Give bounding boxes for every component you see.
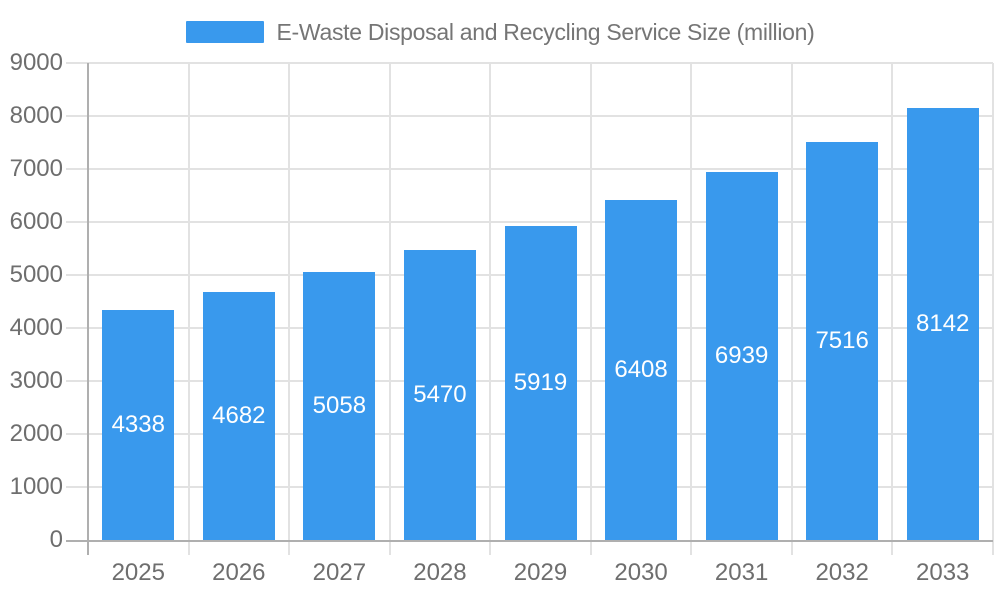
bar-value-label: 8142: [916, 310, 970, 338]
gridline-v: [992, 63, 994, 555]
gridline-v: [187, 63, 190, 555]
gridline-h: [66, 221, 993, 223]
x-tick-label: 2027: [312, 559, 367, 586]
gridline-v: [589, 63, 592, 555]
x-tick-label: 2026: [212, 559, 266, 586]
y-tick-label: 4000: [9, 314, 63, 341]
y-tick-label: 1000: [9, 473, 63, 500]
bar[interactable]: [403, 250, 476, 540]
legend-swatch-icon[interactable]: [185, 21, 264, 43]
bar[interactable]: [202, 291, 275, 540]
bar[interactable]: [605, 200, 678, 540]
gridline-v: [388, 63, 391, 555]
x-axis-line: [66, 540, 993, 542]
bar[interactable]: [303, 271, 376, 540]
y-tick-label: 0: [49, 526, 63, 553]
bar-value-label: 5470: [413, 381, 467, 409]
bar-value-label: 5058: [312, 391, 367, 419]
bar-value-label: 4338: [111, 411, 165, 439]
gridline-v: [891, 63, 894, 555]
x-tick-label: 2032: [815, 559, 869, 586]
y-tick-label: 8000: [9, 102, 63, 129]
y-tick-label: 6000: [9, 208, 63, 235]
bar-value-label: 7516: [815, 326, 869, 354]
gridline-h: [66, 62, 993, 64]
bar-value-label: 4682: [212, 401, 266, 429]
bar-value-label: 5919: [513, 369, 568, 397]
x-tick-label: 2028: [413, 559, 467, 586]
bar[interactable]: [705, 172, 778, 540]
gridline-h: [66, 168, 993, 170]
x-tick-label: 2029: [513, 559, 568, 586]
x-tick-label: 2031: [714, 559, 769, 586]
x-tick-label: 2025: [111, 559, 165, 586]
bar[interactable]: [906, 108, 979, 540]
y-tick-label: 7000: [9, 155, 63, 182]
gridline-h: [66, 115, 993, 117]
bar-value-label: 6408: [614, 356, 668, 384]
y-axis-line: [87, 63, 89, 555]
bar[interactable]: [806, 141, 879, 540]
gridline-v: [489, 63, 492, 555]
legend-label[interactable]: E-Waste Disposal and Recycling Service S…: [276, 18, 815, 45]
legend: E-Waste Disposal and Recycling Service S…: [0, 16, 1000, 48]
gridline-v: [288, 63, 291, 555]
y-tick-label: 3000: [9, 367, 63, 394]
gridline-v: [790, 63, 793, 555]
y-tick-label: 5000: [9, 261, 63, 288]
x-tick-label: 2033: [916, 559, 970, 586]
y-tick-label: 2000: [9, 420, 63, 447]
y-tick-label: 9000: [9, 49, 63, 76]
x-tick-label: 2030: [614, 559, 668, 586]
bar[interactable]: [102, 310, 175, 540]
gridline-v: [690, 63, 693, 555]
bar-value-label: 6939: [714, 342, 769, 370]
bar[interactable]: [504, 226, 577, 540]
